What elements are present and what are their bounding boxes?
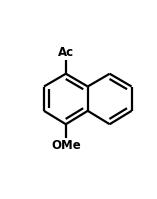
Text: Ac: Ac (58, 46, 74, 59)
Text: OMe: OMe (51, 139, 81, 152)
